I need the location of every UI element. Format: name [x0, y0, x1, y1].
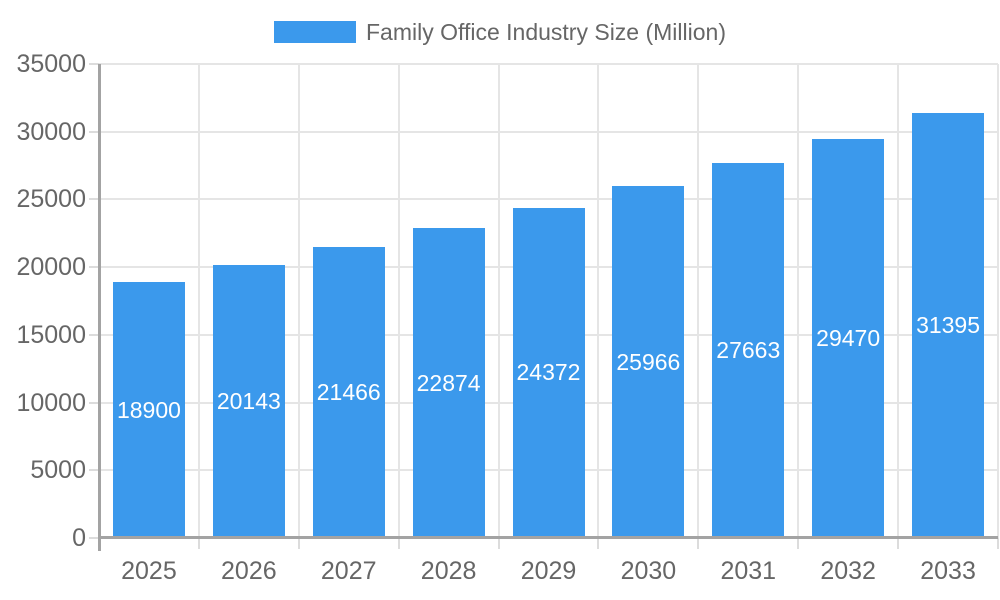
y-tick-label: 35000: [16, 50, 86, 78]
x-tick-mark: [997, 538, 999, 549]
y-tick-label: 0: [72, 524, 86, 552]
y-tick-mark: [89, 198, 99, 201]
bar-2029[interactable]: 24372: [512, 207, 585, 538]
gridline-vertical: [797, 64, 800, 538]
bar-value-label: 22874: [416, 369, 481, 396]
y-tick-mark: [89, 130, 99, 133]
x-tick-label: 2029: [520, 557, 577, 585]
gridline-vertical: [497, 64, 500, 538]
x-tick-mark: [397, 538, 400, 549]
x-tick-label: 2025: [121, 557, 177, 585]
bar-value-label: 25966: [616, 348, 681, 375]
legend-label: Family Office Industry Size (Million): [366, 18, 726, 45]
y-tick-mark: [89, 266, 99, 269]
gridline-vertical: [897, 64, 900, 538]
bar-value-label: 27663: [716, 337, 781, 364]
x-tick-label: 2030: [620, 557, 677, 585]
x-tick-mark: [597, 538, 600, 549]
y-tick-label: 5000: [30, 456, 86, 485]
bar-value-label: 20143: [216, 388, 281, 415]
bar-2033[interactable]: 31395: [912, 112, 985, 538]
bar-value-label: 29470: [816, 324, 881, 351]
y-tick-label: 20000: [16, 253, 86, 282]
x-tick-mark: [197, 538, 200, 549]
gridline-vertical: [997, 64, 999, 538]
x-tick-mark: [797, 538, 800, 549]
y-tick-mark: [89, 537, 99, 539]
x-tick-mark: [297, 538, 300, 549]
x-tick-label: 2032: [820, 557, 876, 585]
y-tick-mark: [89, 333, 99, 336]
y-tick-label: 30000: [16, 117, 86, 146]
chart-legend[interactable]: Family Office Industry Size (Million): [0, 10, 1000, 54]
y-tick-label: 25000: [16, 185, 86, 214]
gridline-horizontal: [99, 198, 998, 201]
bar-2030[interactable]: 25966: [612, 186, 685, 538]
y-tick-mark: [89, 401, 99, 404]
bar-value-label: 24372: [516, 359, 581, 386]
x-axis-line: [99, 536, 998, 539]
bar-value-label: 18900: [116, 396, 181, 423]
bar-2026[interactable]: 20143: [212, 265, 285, 538]
x-tick-mark: [697, 538, 700, 549]
gridline-vertical: [397, 64, 400, 538]
x-tick-mark: [497, 538, 500, 549]
x-tick-label: 2031: [720, 557, 777, 585]
y-axis-line: [98, 64, 101, 551]
x-tick-label: 2028: [420, 557, 477, 585]
gridline-vertical: [597, 64, 600, 538]
bar-2025[interactable]: 18900: [112, 282, 185, 538]
bar-value-label: 21466: [316, 379, 381, 406]
x-tick-mark: [897, 538, 900, 549]
gridline-vertical: [197, 64, 200, 538]
gridline-vertical: [297, 64, 300, 538]
gridline-horizontal: [99, 130, 998, 133]
bar-2028[interactable]: 22874: [412, 228, 485, 538]
bar-2031[interactable]: 27663: [712, 163, 785, 538]
legend-swatch: [274, 21, 356, 43]
y-tick-label: 15000: [16, 320, 86, 349]
x-tick-label: 2027: [320, 557, 377, 585]
bar-value-label: 31395: [916, 311, 981, 338]
plot-area: 18900 20143 21466 22874 24372 25966 27663 29470…: [89, 63, 999, 551]
y-tick-mark: [89, 469, 99, 472]
bar-2032[interactable]: 29470: [812, 138, 885, 538]
gridline-horizontal: [99, 63, 998, 65]
x-tick-label: 2026: [221, 557, 277, 585]
y-tick-mark: [89, 63, 99, 65]
y-tick-label: 10000: [16, 388, 86, 417]
bar-2027[interactable]: 21466: [312, 247, 385, 538]
x-tick-label: 2033: [920, 557, 976, 585]
gridline-vertical: [697, 64, 700, 538]
